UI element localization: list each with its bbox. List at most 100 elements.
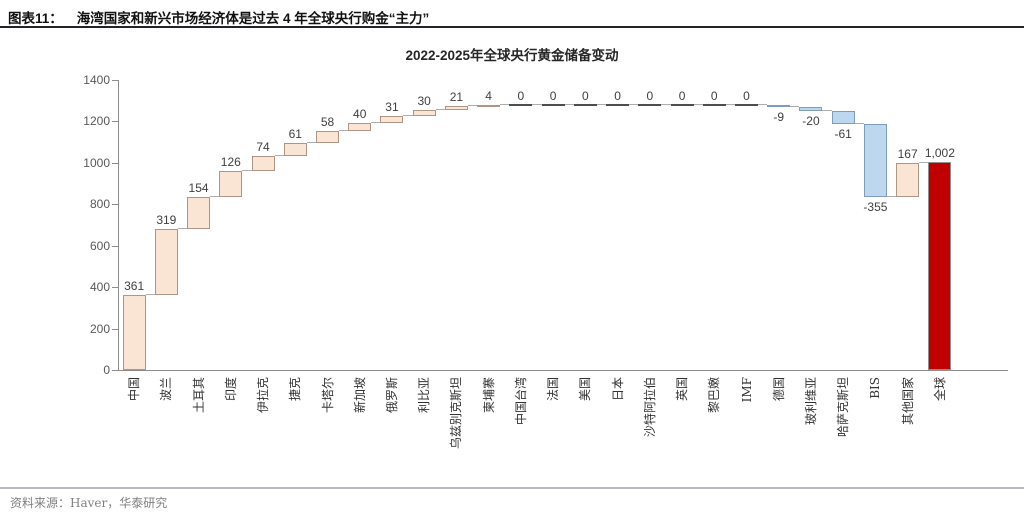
bar-value-label: -20 [802,114,820,129]
connector-line [210,196,220,198]
waterfall-bar [831,111,855,124]
category-label: 其他国家 [900,377,915,426]
connector-line [725,104,735,106]
connector-line [371,121,381,123]
y-tick-label: 0 [103,363,110,377]
category-label: 沙特阿拉伯 [642,377,657,438]
y-tick-label: 600 [89,238,110,253]
y-tick-label: 400 [89,280,110,295]
connector-line [145,294,155,296]
y-tick-mark [112,287,118,289]
category-label: 捷克 [288,377,303,402]
connector-line [886,196,897,198]
category-label: BIS [868,377,883,399]
connector-line [564,104,574,106]
bar-value-label: 61 [288,127,302,142]
y-tick-label: 1200 [83,114,110,129]
category-label: 卡塔尔 [320,377,335,414]
waterfall-bar [928,162,952,370]
category-label: 黎巴嫩 [707,377,722,414]
connector-line [693,104,703,106]
y-tick-mark [112,80,118,81]
bar-value-label: 154 [188,181,209,196]
category-label: 中国台湾 [513,377,528,426]
waterfall-bar [412,110,436,117]
category-label: 日本 [610,377,625,402]
waterfall-bar [251,155,275,172]
category-label: 全球 [932,377,947,402]
bar-value-label: 74 [256,139,270,154]
y-tick-label: 800 [89,197,110,212]
bar-value-label: 0 [743,89,750,104]
y-tick-mark [112,204,118,206]
category-label: 土耳其 [191,377,206,414]
x-axis-line [118,370,1008,371]
bar-value-label: 40 [353,106,367,121]
category-label: 伊拉克 [256,377,271,414]
connector-line [661,104,671,106]
bar-value-label: 0 [549,89,557,104]
category-label: 印度 [223,377,238,402]
y-tick-mark [112,162,118,164]
bar-value-label: 0 [517,89,525,104]
y-tick-label: 200 [89,321,110,336]
bar-value-label: 1,002 [924,146,955,161]
category-label: 柬埔寨 [481,377,496,414]
connector-line [339,130,349,132]
category-label: 法国 [546,377,561,402]
category-label: 波兰 [159,377,174,402]
bar-value-label: 361 [124,279,145,294]
connector-line [629,104,639,106]
zero-bar [735,104,758,107]
y-axis-line [118,80,119,370]
waterfall-bar [863,123,887,198]
bar-value-label: 21 [449,89,464,104]
connector-line [790,105,800,107]
bar-value-label: -9 [773,109,785,124]
zero-bar [509,104,533,107]
y-tick-mark [112,245,118,247]
waterfall-bar [767,105,791,108]
category-label: 新加坡 [352,377,367,414]
waterfall-bar [154,229,178,296]
connector-line [435,109,445,111]
y-tick-mark [112,328,118,330]
waterfall-bar [122,295,146,370]
zero-bar [670,104,694,107]
waterfall-bar [477,105,501,108]
connector-line [532,104,542,106]
category-label: 英国 [675,377,690,402]
bar-value-label: 319 [156,213,177,228]
source-note: 资料来源：Haver，华泰研究 [0,487,1024,514]
connector-line [822,110,832,112]
waterfall-bar [219,171,243,198]
bar-value-label: 0 [646,89,654,104]
category-label: 乌兹别克斯坦 [449,377,464,450]
category-label: 美国 [578,377,593,402]
category-label: 俄罗斯 [384,377,399,414]
bar-value-label: 126 [220,155,241,170]
y-tick-label: 1400 [83,73,110,87]
category-label: 德国 [771,377,786,402]
chart-title: 2022-2025年全球央行黄金储备变动 [405,48,619,63]
bar-value-label: 31 [385,100,399,115]
bar-value-label: 4 [485,89,492,104]
bar-value-label: 58 [320,115,335,130]
bar-value-label: -61 [834,126,852,141]
waterfall-bar [380,116,404,123]
connector-line [758,104,768,106]
bar-value-label: 30 [417,94,431,109]
connector-line [403,115,413,117]
connector-line [274,154,284,156]
category-label: 中国 [127,377,142,402]
bar-value-label: 0 [614,89,621,104]
connector-line [596,104,607,106]
category-label: 利比亚 [417,377,432,414]
zero-bar [606,104,630,107]
figure-title: 海湾国家和新兴市场经济体是过去 4 年全球央行购金“主力” [76,11,430,26]
category-label: 哈萨克斯坦 [836,377,851,438]
connector-line [854,122,864,124]
waterfall-bar [316,131,339,144]
